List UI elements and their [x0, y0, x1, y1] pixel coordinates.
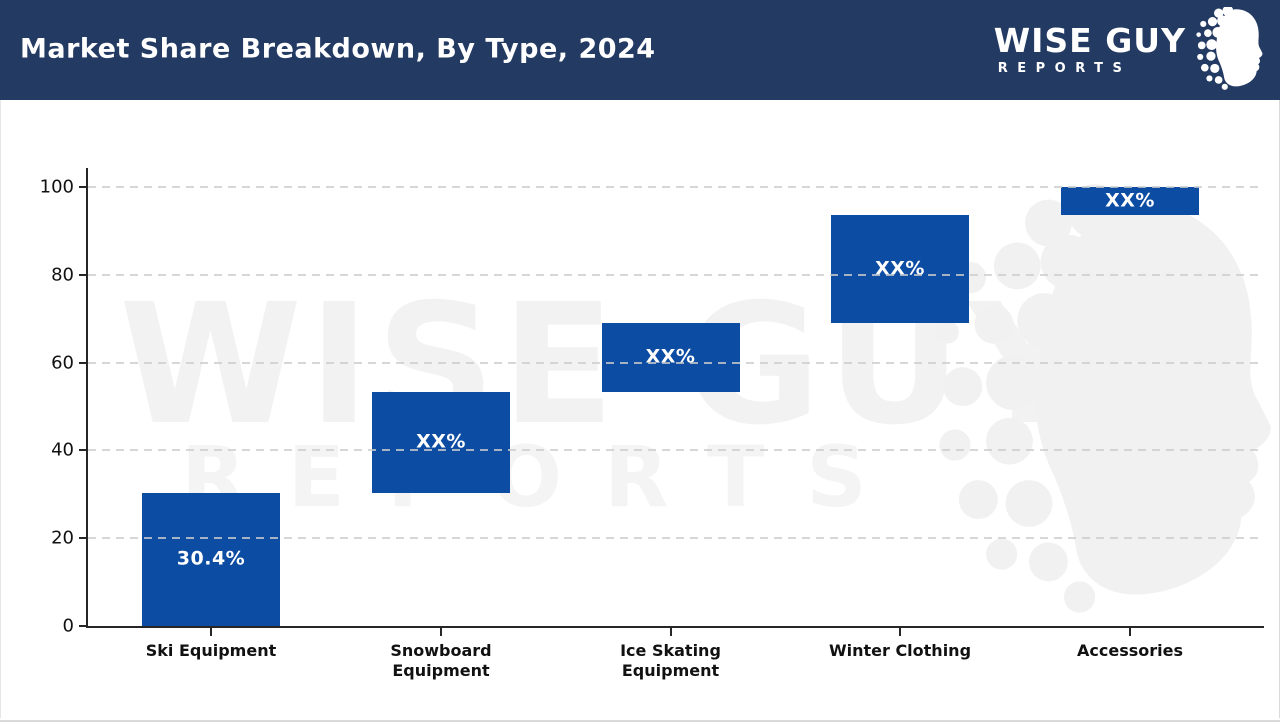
- bar-accessories: XX%: [1061, 187, 1199, 215]
- gridline-20: [88, 537, 1262, 540]
- y-tick-mark: [79, 361, 87, 364]
- bar-value-label: XX%: [416, 430, 466, 453]
- y-axis-line: [86, 168, 88, 628]
- y-tick-label-20: 20: [51, 527, 74, 549]
- y-tick-label-100: 100: [39, 176, 74, 198]
- x-tick-mark: [899, 628, 901, 636]
- y-tick-mark: [79, 625, 87, 627]
- header-bar: Market Share Breakdown, By Type, 2024 WI…: [0, 0, 1280, 100]
- y-tick-mark: [79, 449, 87, 452]
- y-tick-label-80: 80: [51, 264, 74, 286]
- brand-subname: REPORTS: [997, 61, 1132, 76]
- bar-winter-clothing: XX%: [831, 214, 969, 324]
- bar-value-label: 30.4%: [176, 547, 246, 570]
- x-category-label-winter-clothing: Winter Clothing: [828, 641, 972, 660]
- gridline-40: [88, 449, 1262, 452]
- y-tick-mark: [79, 186, 87, 188]
- head-profile-icon: [1196, 7, 1263, 90]
- x-tick-mark: [1129, 628, 1131, 636]
- y-tick-mark: [79, 537, 87, 540]
- x-axis-line: [86, 626, 1264, 628]
- y-tick-label-60: 60: [51, 352, 74, 374]
- watermark-subtext: REPORTS: [181, 428, 909, 526]
- x-category-label-snowboard-equipment: Snowboard Equipment: [390, 641, 492, 680]
- x-tick-mark: [210, 628, 212, 636]
- watermark-head-icon: [935, 184, 1271, 613]
- x-tick-mark: [669, 628, 672, 636]
- brand-name: WISE GUY: [993, 21, 1186, 60]
- bar-ice-skating-equipment: XX%: [601, 323, 740, 392]
- bar-value-label: XX%: [1105, 189, 1155, 212]
- bar-ski-equipment: 30.4%: [142, 492, 280, 626]
- x-category-label-accessories: Accessories: [1077, 641, 1183, 660]
- y-tick-label-40: 40: [51, 439, 74, 461]
- y-tick-mark: [79, 273, 87, 276]
- brand-logo: WISE GUY REPORTS: [994, 0, 1268, 100]
- gridline-80: [88, 273, 1262, 276]
- x-category-label-ice-skating-equipment: Ice Skating Equipment: [620, 641, 721, 680]
- page-title: Market Share Breakdown, By Type, 2024: [20, 33, 656, 65]
- brand-logo-text: WISE GUY REPORTS: [994, 24, 1186, 76]
- bar-snowboard-equipment: XX%: [372, 391, 510, 493]
- bar-value-label: XX%: [875, 257, 925, 280]
- gridline-100: [88, 186, 1262, 188]
- y-tick-label-0: 0: [62, 615, 74, 637]
- bar-value-label: XX%: [645, 345, 696, 368]
- x-tick-mark: [440, 628, 442, 636]
- x-category-label-ski-equipment: Ski Equipment: [145, 641, 277, 660]
- gridline-60: [88, 361, 1262, 364]
